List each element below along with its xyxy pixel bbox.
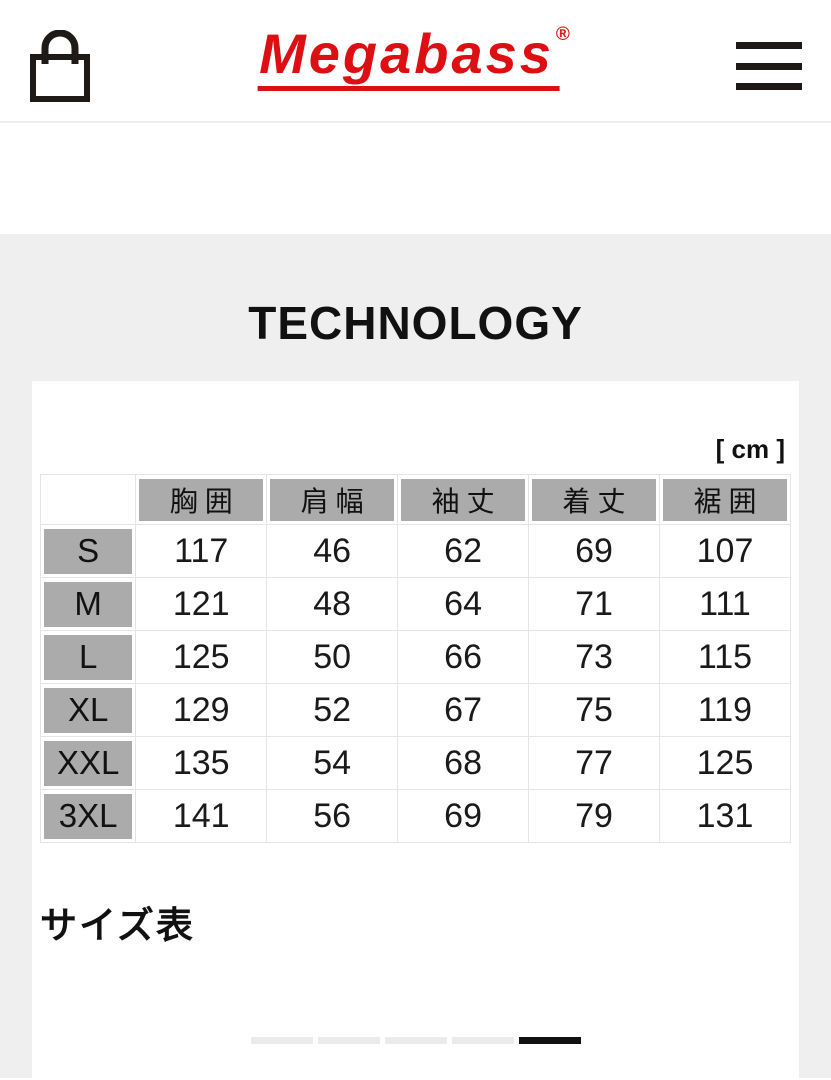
table-cell: 69 [528, 524, 660, 579]
table-cell: 62 [397, 524, 530, 579]
table-cell: 125 [135, 630, 268, 685]
logo-text: Megabass [257, 26, 560, 91]
row-header: XXL [39, 736, 137, 791]
table-cell: 115 [659, 630, 791, 685]
column-header: 肩幅 [266, 474, 399, 526]
cart-button[interactable] [28, 29, 92, 107]
row-header: M [39, 577, 137, 632]
carousel-dot[interactable] [384, 1037, 447, 1045]
row-header: 3XL [39, 789, 137, 844]
carousel-dot[interactable] [451, 1037, 514, 1045]
column-header-label: 裾囲 [663, 478, 787, 521]
table-cell: 121 [135, 577, 268, 632]
column-header-label: 肩幅 [270, 478, 395, 521]
table-cell: 64 [397, 577, 530, 632]
table-cell: 141 [135, 789, 268, 844]
section-title: TECHNOLOGY [248, 297, 583, 349]
table-row: XXL 135 54 68 77 125 [39, 736, 791, 791]
table-cell: 125 [659, 736, 791, 791]
carousel-dot[interactable] [250, 1037, 313, 1045]
column-header: 裾囲 [659, 474, 791, 526]
hamburger-menu-button[interactable] [736, 42, 802, 90]
hamburger-menu-icon [736, 62, 802, 70]
table-cell: 75 [528, 683, 660, 738]
column-header-label: 胸囲 [139, 478, 264, 521]
table-header-row: 胸囲 肩幅 袖丈 着丈 裾囲 [39, 474, 791, 526]
carousel-pagination [40, 1037, 791, 1045]
column-header-label: 着丈 [532, 478, 656, 521]
table-cell: 119 [659, 683, 791, 738]
row-header: XL [39, 683, 137, 738]
table-row: S 117 46 62 69 107 [39, 524, 791, 579]
table-cell: 54 [266, 736, 399, 791]
table-row: L 125 50 66 73 115 [39, 630, 791, 685]
table-cell: 69 [397, 789, 530, 844]
table-cell: 71 [528, 577, 660, 632]
table-cell: 48 [266, 577, 399, 632]
row-header-label: XL [44, 687, 133, 733]
row-header: S [39, 524, 137, 579]
column-header: 着丈 [528, 474, 660, 526]
table-cell: 50 [266, 630, 399, 685]
table-cell: 117 [135, 524, 268, 579]
column-header: 袖丈 [397, 474, 530, 526]
carousel-dot[interactable] [317, 1037, 380, 1045]
table-cell: 111 [659, 577, 791, 632]
carousel-dot[interactable] [518, 1037, 581, 1045]
shopping-bag-icon [28, 29, 92, 107]
size-table: 胸囲 肩幅 袖丈 着丈 裾囲 S 117 46 62 69 107 M 121 [39, 474, 791, 844]
table-cell: 131 [659, 789, 791, 844]
size-chart-card: [ cm ] 胸囲 肩幅 袖丈 着丈 裾囲 S 117 46 [32, 381, 799, 1079]
table-row: M 121 48 64 71 111 [39, 577, 791, 632]
registered-trademark-symbol: ® [555, 24, 570, 45]
row-header-label: L [44, 634, 133, 680]
column-header: 胸囲 [135, 474, 268, 526]
table-cell: 66 [397, 630, 530, 685]
technology-section: TECHNOLOGY [ cm ] 胸囲 肩幅 袖丈 着丈 裾囲 S 117 [0, 234, 831, 1079]
table-cell: 67 [397, 683, 530, 738]
hamburger-menu-icon [736, 83, 802, 90]
table-cell: 77 [528, 736, 660, 791]
table-cell: 56 [266, 789, 399, 844]
table-row: 3XL 141 56 69 79 131 [39, 789, 791, 844]
table-cell: 135 [135, 736, 268, 791]
row-header-label: 3XL [44, 793, 133, 839]
table-cell: 73 [528, 630, 660, 685]
row-header-label: XXL [44, 740, 133, 786]
row-header: L [39, 630, 137, 685]
table-corner-cell [39, 474, 137, 526]
table-cell: 68 [397, 736, 530, 791]
table-cell: 107 [659, 524, 791, 579]
header-spacer [0, 123, 831, 234]
unit-label: [ cm ] [715, 434, 785, 465]
size-table-caption: サイズ表 [40, 905, 195, 947]
megabass-logo[interactable]: Megabass ® [257, 24, 574, 91]
hamburger-menu-icon [736, 42, 802, 49]
row-header-label: M [44, 581, 133, 627]
row-header-label: S [44, 528, 133, 574]
table-cell: 79 [528, 789, 660, 844]
table-cell: 129 [135, 683, 268, 738]
site-header: Megabass ® [0, 0, 831, 123]
table-cell: 46 [266, 524, 399, 579]
table-cell: 52 [266, 683, 399, 738]
table-row: XL 129 52 67 75 119 [39, 683, 791, 738]
column-header-label: 袖丈 [401, 478, 526, 521]
